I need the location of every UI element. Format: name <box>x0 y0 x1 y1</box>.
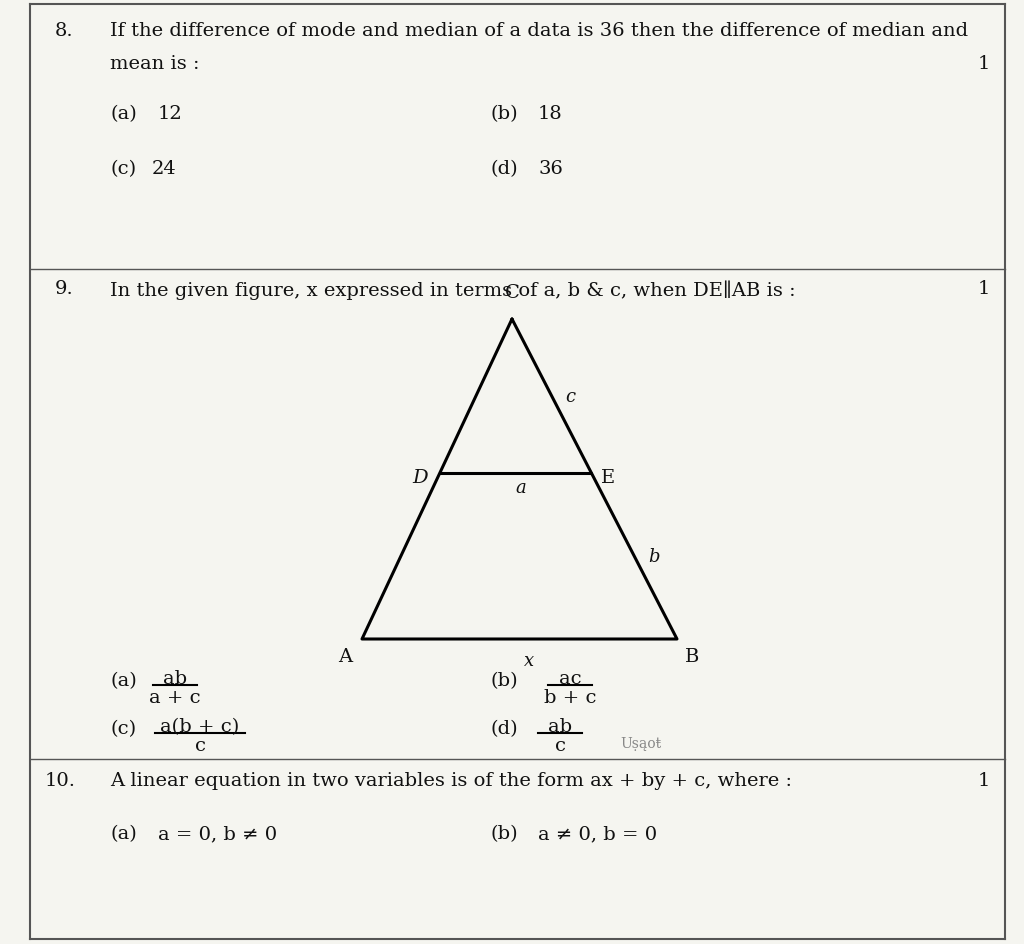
Text: A: A <box>338 648 352 666</box>
Text: Uṣąoŧ: Uṣąoŧ <box>620 736 662 750</box>
Text: 36: 36 <box>538 160 563 177</box>
Text: B: B <box>685 648 699 666</box>
Text: 12: 12 <box>158 105 182 123</box>
Text: In the given figure, x expressed in terms of a, b & c, when DE∥AB is :: In the given figure, x expressed in term… <box>110 279 796 299</box>
Text: (c): (c) <box>110 160 136 177</box>
Text: 9.: 9. <box>55 279 74 297</box>
Text: c: c <box>195 736 206 754</box>
Text: a(b + c): a(b + c) <box>161 717 240 735</box>
Text: E: E <box>601 468 615 486</box>
Text: (c): (c) <box>110 719 136 737</box>
Text: b: b <box>648 548 659 565</box>
Text: c: c <box>555 736 565 754</box>
Text: D: D <box>413 468 428 486</box>
Text: C: C <box>505 284 519 302</box>
Text: (d): (d) <box>490 160 517 177</box>
Text: If the difference of mode and median of a data is 36 then the difference of medi: If the difference of mode and median of … <box>110 22 968 40</box>
Text: a: a <box>515 478 526 497</box>
Text: a ≠ 0, b = 0: a ≠ 0, b = 0 <box>538 824 657 842</box>
Text: 1: 1 <box>978 279 990 297</box>
Text: 24: 24 <box>152 160 177 177</box>
Text: (a): (a) <box>110 824 137 842</box>
Text: a + c: a + c <box>150 688 201 706</box>
Text: x: x <box>524 651 535 669</box>
Text: 1: 1 <box>978 771 990 789</box>
Text: (a): (a) <box>110 671 137 689</box>
Text: b + c: b + c <box>544 688 596 706</box>
Text: 1: 1 <box>978 55 990 73</box>
Text: (b): (b) <box>490 824 517 842</box>
Text: c: c <box>565 387 575 405</box>
Text: ac: ac <box>559 669 582 687</box>
Text: 18: 18 <box>538 105 563 123</box>
Text: a = 0, b ≠ 0: a = 0, b ≠ 0 <box>158 824 278 842</box>
Text: 8.: 8. <box>55 22 74 40</box>
Text: mean is :: mean is : <box>110 55 200 73</box>
Text: A linear equation in two variables is of the form ax + by + c, where :: A linear equation in two variables is of… <box>110 771 792 789</box>
Text: (b): (b) <box>490 105 517 123</box>
Text: (d): (d) <box>490 719 517 737</box>
Text: (a): (a) <box>110 105 137 123</box>
Text: 10.: 10. <box>45 771 76 789</box>
Text: (b): (b) <box>490 671 517 689</box>
Text: ab: ab <box>548 717 572 735</box>
Text: ab: ab <box>163 669 187 687</box>
